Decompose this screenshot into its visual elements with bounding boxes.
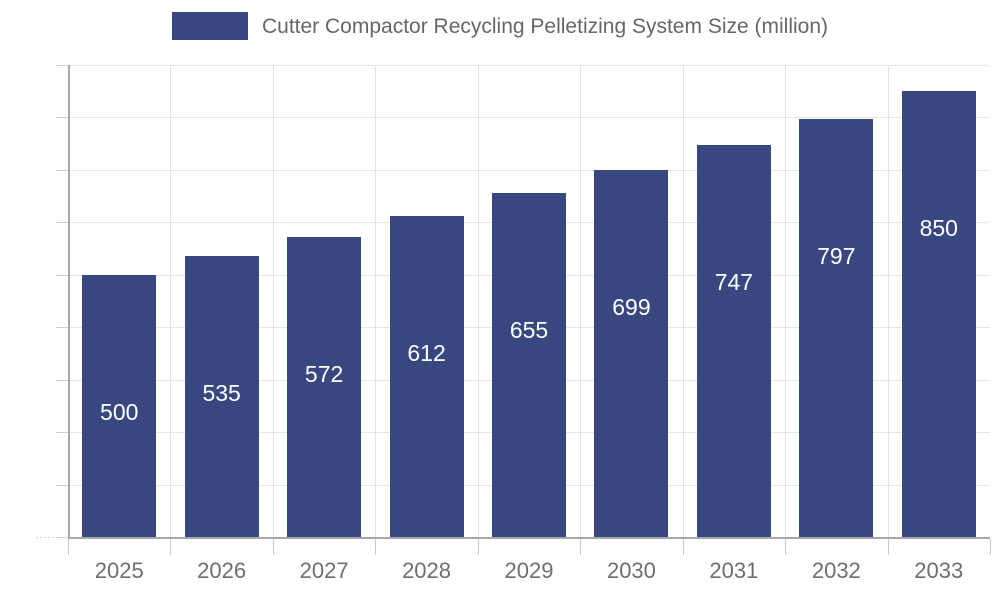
bar[interactable] (184, 256, 259, 537)
bar-value-label: 850 (919, 215, 958, 242)
y-axis-tick-mark (56, 432, 68, 434)
gridline-vertical (375, 65, 377, 537)
gridline-horizontal (68, 65, 990, 66)
bar-value-label: 612 (407, 340, 446, 367)
legend-color-swatch (171, 12, 248, 40)
bar-value-label: 500 (100, 398, 139, 425)
x-axis-tick-mark (272, 539, 274, 555)
gridline-vertical (170, 65, 172, 537)
legend-label: Cutter Compactor Recycling Pelletizing S… (261, 14, 828, 38)
y-axis-tick-mark (56, 484, 68, 486)
x-axis-tick-label: 2031 (709, 558, 759, 583)
zero-baseline-dotted (36, 537, 68, 538)
x-axis-tick-mark (785, 539, 787, 555)
y-axis-tick-mark (56, 274, 68, 276)
x-axis-tick-mark (375, 539, 377, 555)
x-axis-tick-mark (170, 539, 172, 555)
gridline-vertical (785, 65, 787, 537)
bar[interactable] (287, 237, 362, 537)
x-axis-tick-mark (68, 539, 69, 555)
plot-area (68, 65, 990, 538)
y-axis-tick-mark (56, 169, 68, 171)
bar[interactable] (492, 193, 566, 537)
x-axis-tick-label: 2029 (504, 558, 554, 583)
x-axis-tick-mark (990, 539, 991, 555)
bar-value-label: 797 (817, 243, 856, 270)
bar[interactable] (389, 216, 464, 537)
x-axis-tick-label: 2032 (811, 558, 861, 583)
y-axis-tick-mark (56, 379, 68, 381)
y-axis-tick-mark (56, 117, 68, 119)
gridline-vertical (887, 65, 889, 537)
gridline-horizontal (68, 117, 990, 119)
x-axis-tick-mark (887, 539, 889, 555)
gridline-vertical (682, 65, 684, 537)
y-axis-line (68, 65, 70, 538)
x-axis-tick-mark (580, 539, 582, 555)
bar[interactable] (82, 274, 157, 537)
bar-value-label: 747 (714, 269, 754, 296)
x-axis-tick-mark (682, 539, 684, 555)
bar-value-label: 655 (509, 317, 549, 344)
x-axis-line (68, 537, 990, 539)
bar[interactable] (901, 91, 976, 537)
y-axis-tick-mark (56, 537, 68, 538)
y-axis-tick-mark (56, 65, 68, 66)
gridline-vertical (272, 65, 274, 537)
y-axis-tick-mark (56, 327, 68, 329)
gridline-vertical (580, 65, 582, 537)
x-axis-tick-label: 2025 (94, 558, 144, 583)
bar-value-label: 699 (612, 294, 651, 321)
bar[interactable] (696, 145, 771, 537)
legend-entry[interactable]: Cutter Compactor Recycling Pelletizing S… (171, 12, 828, 40)
bar-value-label: 572 (304, 361, 344, 388)
x-axis-tick-label: 2030 (606, 558, 656, 583)
y-axis-tick-mark (56, 222, 68, 224)
x-axis-tick-mark (477, 539, 479, 555)
x-axis-tick-label: 2027 (299, 558, 349, 583)
bar[interactable] (799, 119, 874, 537)
gridline-horizontal (68, 169, 990, 171)
bar-value-label: 535 (202, 380, 241, 407)
bar[interactable] (594, 170, 669, 537)
gridline-vertical (477, 65, 479, 537)
chart-legend: Cutter Compactor Recycling Pelletizing S… (0, 0, 1000, 52)
x-axis-tick-label: 2026 (197, 558, 247, 583)
x-axis-tick-label: 2028 (402, 558, 452, 583)
x-axis-tick-label: 2033 (914, 558, 964, 583)
